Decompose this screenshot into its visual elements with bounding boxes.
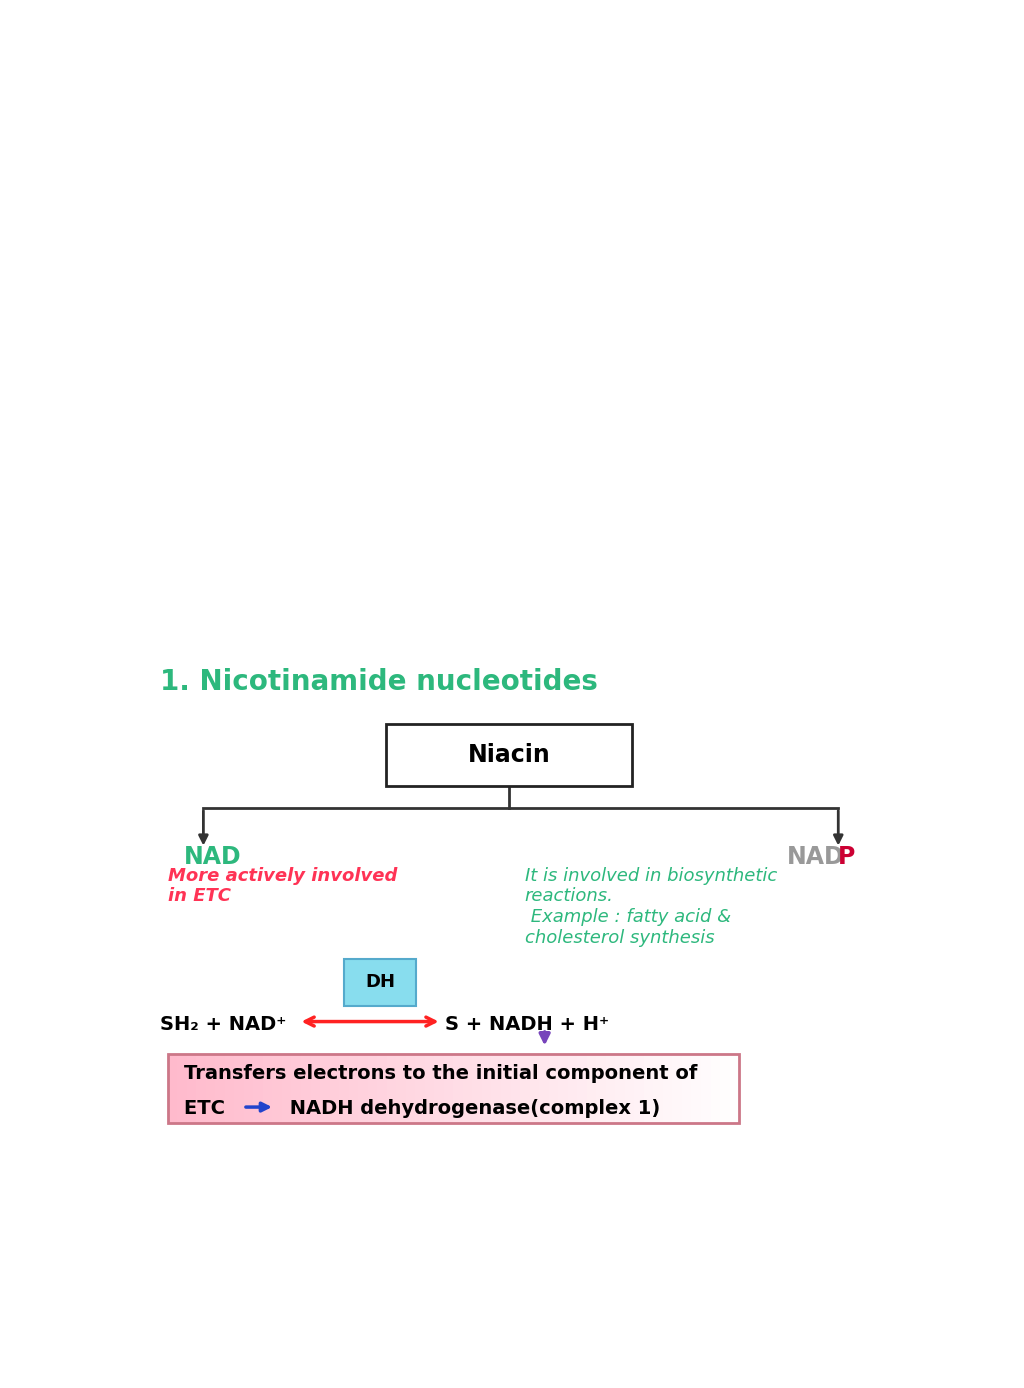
Bar (539, 1053, 550, 1123)
Bar (606, 1053, 616, 1123)
Bar (177, 1053, 187, 1123)
Bar (701, 1053, 712, 1123)
Bar (549, 1053, 559, 1123)
Bar (215, 1053, 225, 1123)
Bar (454, 1053, 464, 1123)
Bar (520, 1053, 530, 1123)
Bar (377, 1053, 387, 1123)
Bar (634, 1053, 645, 1123)
Bar (263, 1053, 273, 1123)
Bar (729, 1053, 740, 1123)
Bar (625, 1053, 635, 1123)
FancyBboxPatch shape (386, 725, 632, 787)
Bar (387, 1053, 397, 1123)
Bar (301, 1053, 311, 1123)
Bar (482, 1053, 493, 1123)
Bar (644, 1053, 654, 1123)
Text: Niacin: Niacin (468, 744, 550, 768)
Text: DH: DH (365, 973, 395, 991)
Bar (691, 1053, 701, 1123)
Bar (168, 1053, 178, 1123)
Text: It is involved in biosynthetic
reactions.
 Example : fatty acid &
cholesterol sy: It is involved in biosynthetic reactions… (524, 866, 777, 947)
Bar (292, 1053, 302, 1123)
Bar (348, 1053, 359, 1123)
Bar (321, 1053, 331, 1123)
Text: SH₂ + NAD⁺: SH₂ + NAD⁺ (160, 1015, 286, 1034)
Bar (197, 1053, 207, 1123)
Bar (663, 1053, 673, 1123)
Bar (368, 1053, 378, 1123)
Text: More actively involved
in ETC: More actively involved in ETC (168, 866, 397, 905)
Bar (711, 1053, 721, 1123)
Text: S + NADH + H⁺: S + NADH + H⁺ (445, 1015, 609, 1034)
Bar (529, 1053, 540, 1123)
Bar (511, 1053, 521, 1123)
Text: 1. Nicotinamide nucleotides: 1. Nicotinamide nucleotides (160, 668, 598, 695)
Bar (282, 1053, 292, 1123)
Bar (234, 1053, 245, 1123)
Bar (463, 1053, 473, 1123)
Bar (567, 1053, 578, 1123)
Bar (330, 1053, 340, 1123)
Bar (587, 1053, 597, 1123)
Bar (653, 1053, 664, 1123)
Bar (272, 1053, 283, 1123)
Bar (492, 1053, 502, 1123)
Bar (358, 1053, 369, 1123)
Text: ETC: ETC (183, 1098, 238, 1117)
Bar (682, 1053, 692, 1123)
Bar (244, 1053, 254, 1123)
Bar (501, 1053, 511, 1123)
Bar (434, 1053, 444, 1123)
Bar (406, 1053, 416, 1123)
Text: NADH dehydrogenase(complex 1): NADH dehydrogenase(complex 1) (283, 1098, 660, 1117)
Bar (720, 1053, 730, 1123)
Text: P: P (839, 845, 856, 869)
Text: Transfers electrons to the initial component of: Transfers electrons to the initial compo… (183, 1065, 697, 1083)
Bar (578, 1053, 588, 1123)
Bar (206, 1053, 216, 1123)
Bar (472, 1053, 482, 1123)
Bar (310, 1053, 321, 1123)
Bar (339, 1053, 349, 1123)
Bar (425, 1053, 435, 1123)
Bar (443, 1053, 455, 1123)
Bar (615, 1053, 626, 1123)
Bar (396, 1053, 407, 1123)
Bar (253, 1053, 264, 1123)
Bar (416, 1053, 426, 1123)
Bar (673, 1053, 683, 1123)
Text: NAD: NAD (183, 845, 242, 869)
Bar (225, 1053, 236, 1123)
Bar (558, 1053, 568, 1123)
Bar (186, 1053, 197, 1123)
Bar (596, 1053, 606, 1123)
FancyBboxPatch shape (344, 959, 416, 1005)
Text: NAD: NAD (786, 845, 845, 869)
